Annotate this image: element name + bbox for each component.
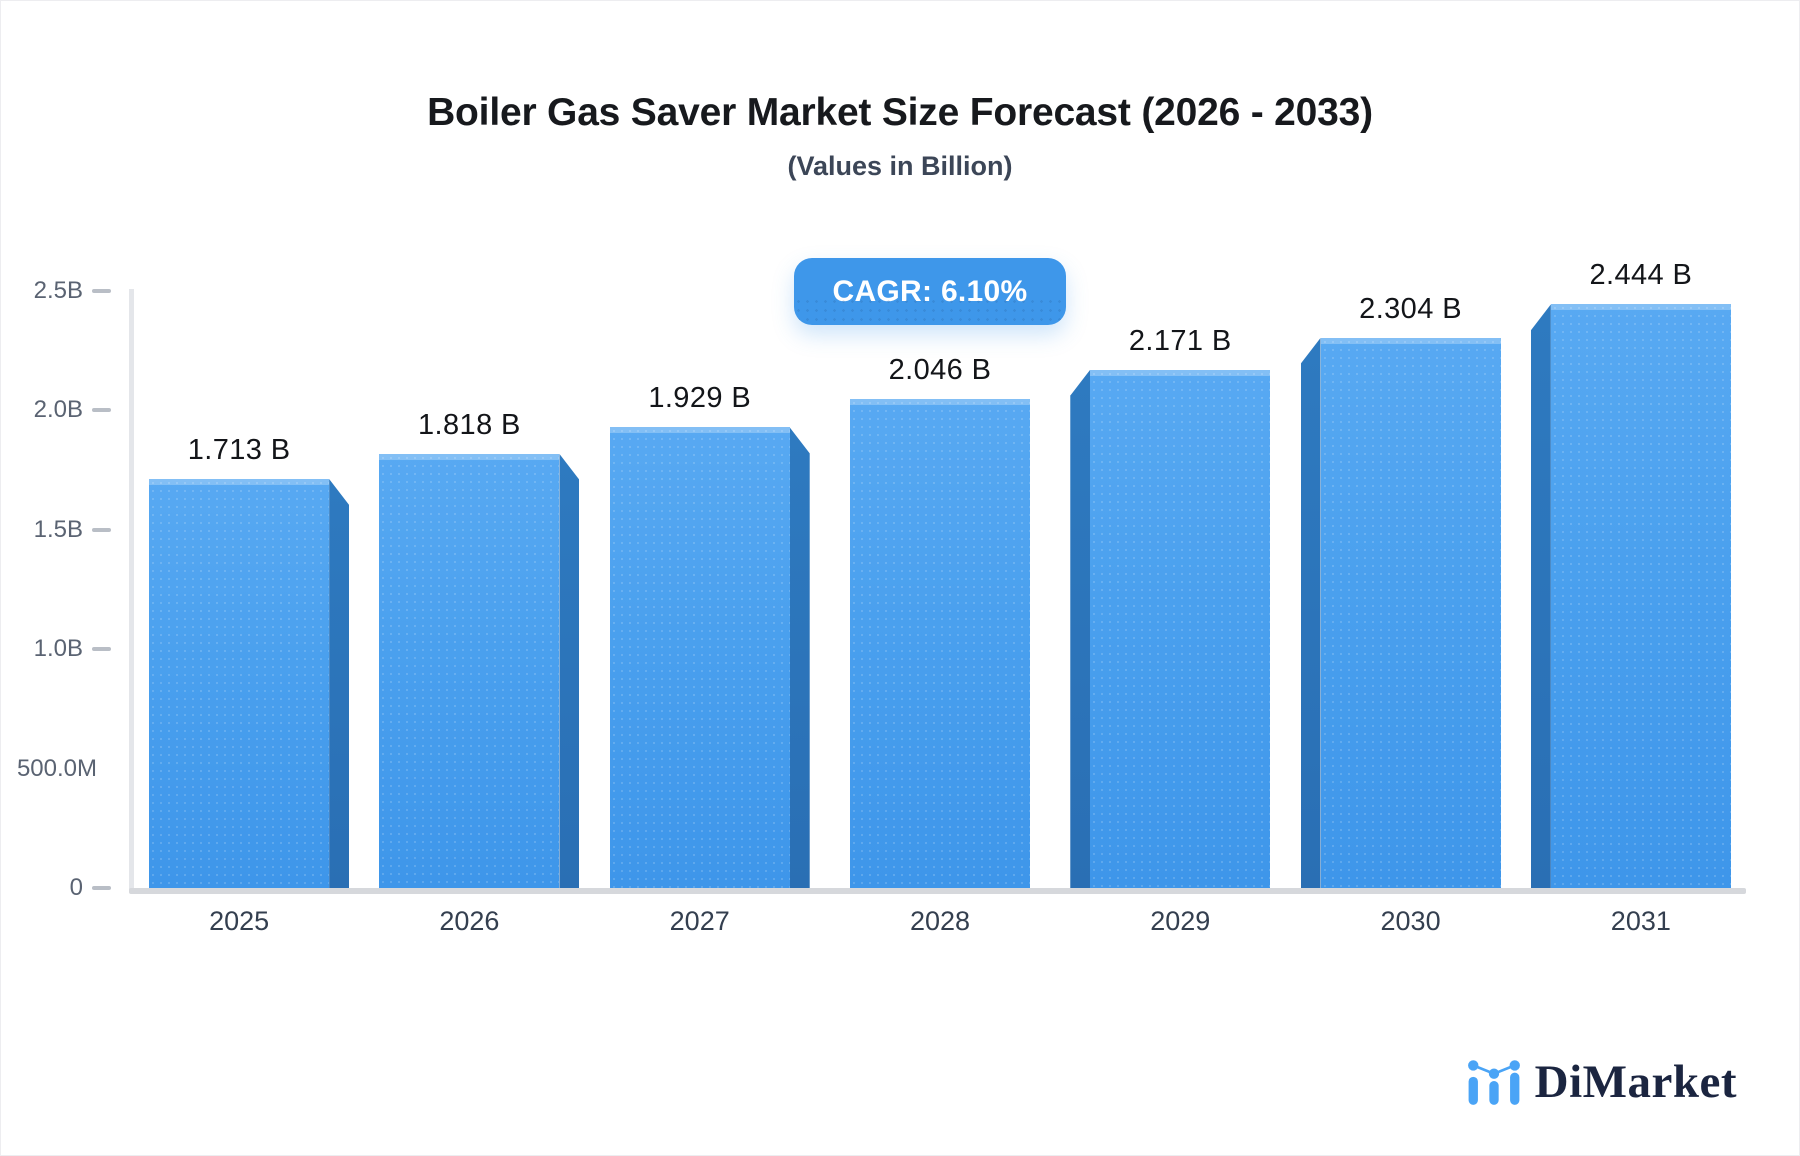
bar-slot-2031: 2.444 B 2031 [1516,259,1746,936]
y-tick-mark [92,408,111,413]
y-tick: 1.5B [0,515,129,545]
x-axis-line [129,888,1746,894]
bar-2030: 2.304 B 2030 [1300,293,1501,936]
cagr-badge: CAGR: 6.10% [794,258,1066,325]
bar-face [849,399,1030,888]
bar-side-shadow [1300,337,1321,888]
y-tick-mark [92,527,111,532]
brand-logo: DiMarket [1466,1055,1737,1109]
bar-value-label: 1.713 B [187,433,291,466]
y-tick-mark [92,647,111,652]
y-tick-label: 2.0B [33,396,83,424]
bar-2025: 1.713 B 2025 [149,434,350,936]
y-tick-label: 2.5B [33,277,83,304]
y-axis-line [129,289,134,892]
y-tick-label: 500.0M [16,754,97,782]
bar-slot-2026: 1.818 B 2026 [364,291,594,936]
bar-face [1320,337,1501,889]
bar-value-label: 1.929 B [648,382,752,415]
x-tick-label: 2027 [669,906,730,936]
bar-face [1550,304,1731,888]
x-tick-label: 2029 [1150,906,1211,936]
bar-value-label: 2.046 B [888,354,992,387]
chart-title: Boiler Gas Saver Market Size Forecast (2… [427,91,1373,134]
bar-side-shadow [1070,369,1091,888]
cagr-badge-label: CAGR: 6.10% [832,274,1028,308]
bar-face [1090,369,1271,889]
bar-side-shadow [1530,304,1551,888]
y-tick-label: 1.5B [33,515,83,543]
y-tick: 1.0B [0,634,129,664]
y-tick-label: 0 [69,874,83,901]
bar-2026: 1.818 B 2026 [379,409,580,936]
y-tick: 0 [0,873,129,903]
x-tick-label: 2031 [1610,906,1671,936]
y-tick-label: 1.0B [33,635,83,663]
bar-value-label: 2.304 B [1359,292,1462,325]
y-tick: 2.5B [0,276,129,306]
bar-slot-2029: 2.171 B 2029 [1055,291,1285,936]
bar-slot-2028: 2.046 B 2028 [825,291,1055,936]
bar-side-shadow [329,478,350,888]
y-tick: 2.0B [0,395,129,425]
bar-2028: 2.046 B 2028 [840,354,1040,936]
y-tick: 500.0M [0,754,129,784]
brand-logo-text: DiMarket [1534,1056,1737,1108]
x-tick-label: 2026 [439,906,500,936]
x-tick-label: 2028 [909,906,971,936]
brand-logo-icon [1467,1060,1520,1105]
bar-value-label: 2.171 B [1128,324,1232,357]
bar-slot-2027: 1.929 B 2027 [595,291,825,936]
y-tick-mark [92,886,111,890]
bar-side-shadow [789,427,810,888]
y-tick-mark [92,289,111,293]
bar-2027: 1.929 B 2027 [609,382,810,936]
bar-face [379,453,560,889]
bars-container: 1.713 B 2025 1.818 B 2026 1.929 B 2027 2.046 B… [134,259,1746,936]
bar-slot-2025: 1.713 B 2025 [134,291,364,936]
bar-2029: 2.171 B 2029 [1070,325,1271,936]
x-tick-label: 2025 [209,906,270,936]
bar-2031: 2.444 B 2031 [1530,259,1731,936]
bar-face [609,427,790,888]
chart-subtitle: (Values in Billion) [787,151,1013,181]
bar-side-shadow [559,453,580,888]
bar-value-label: 1.818 B [418,408,521,441]
bar-slot-2030: 2.304 B 2030 [1285,291,1515,936]
bar-value-label: 2.444 B [1589,259,1693,292]
bar-face [149,478,330,889]
plot-area: 2.5B 2.0B 1.5B 1.0B 500.0M 0 1.713 B 2025 1.818… [17,259,1746,936]
x-tick-label: 2030 [1380,906,1441,936]
